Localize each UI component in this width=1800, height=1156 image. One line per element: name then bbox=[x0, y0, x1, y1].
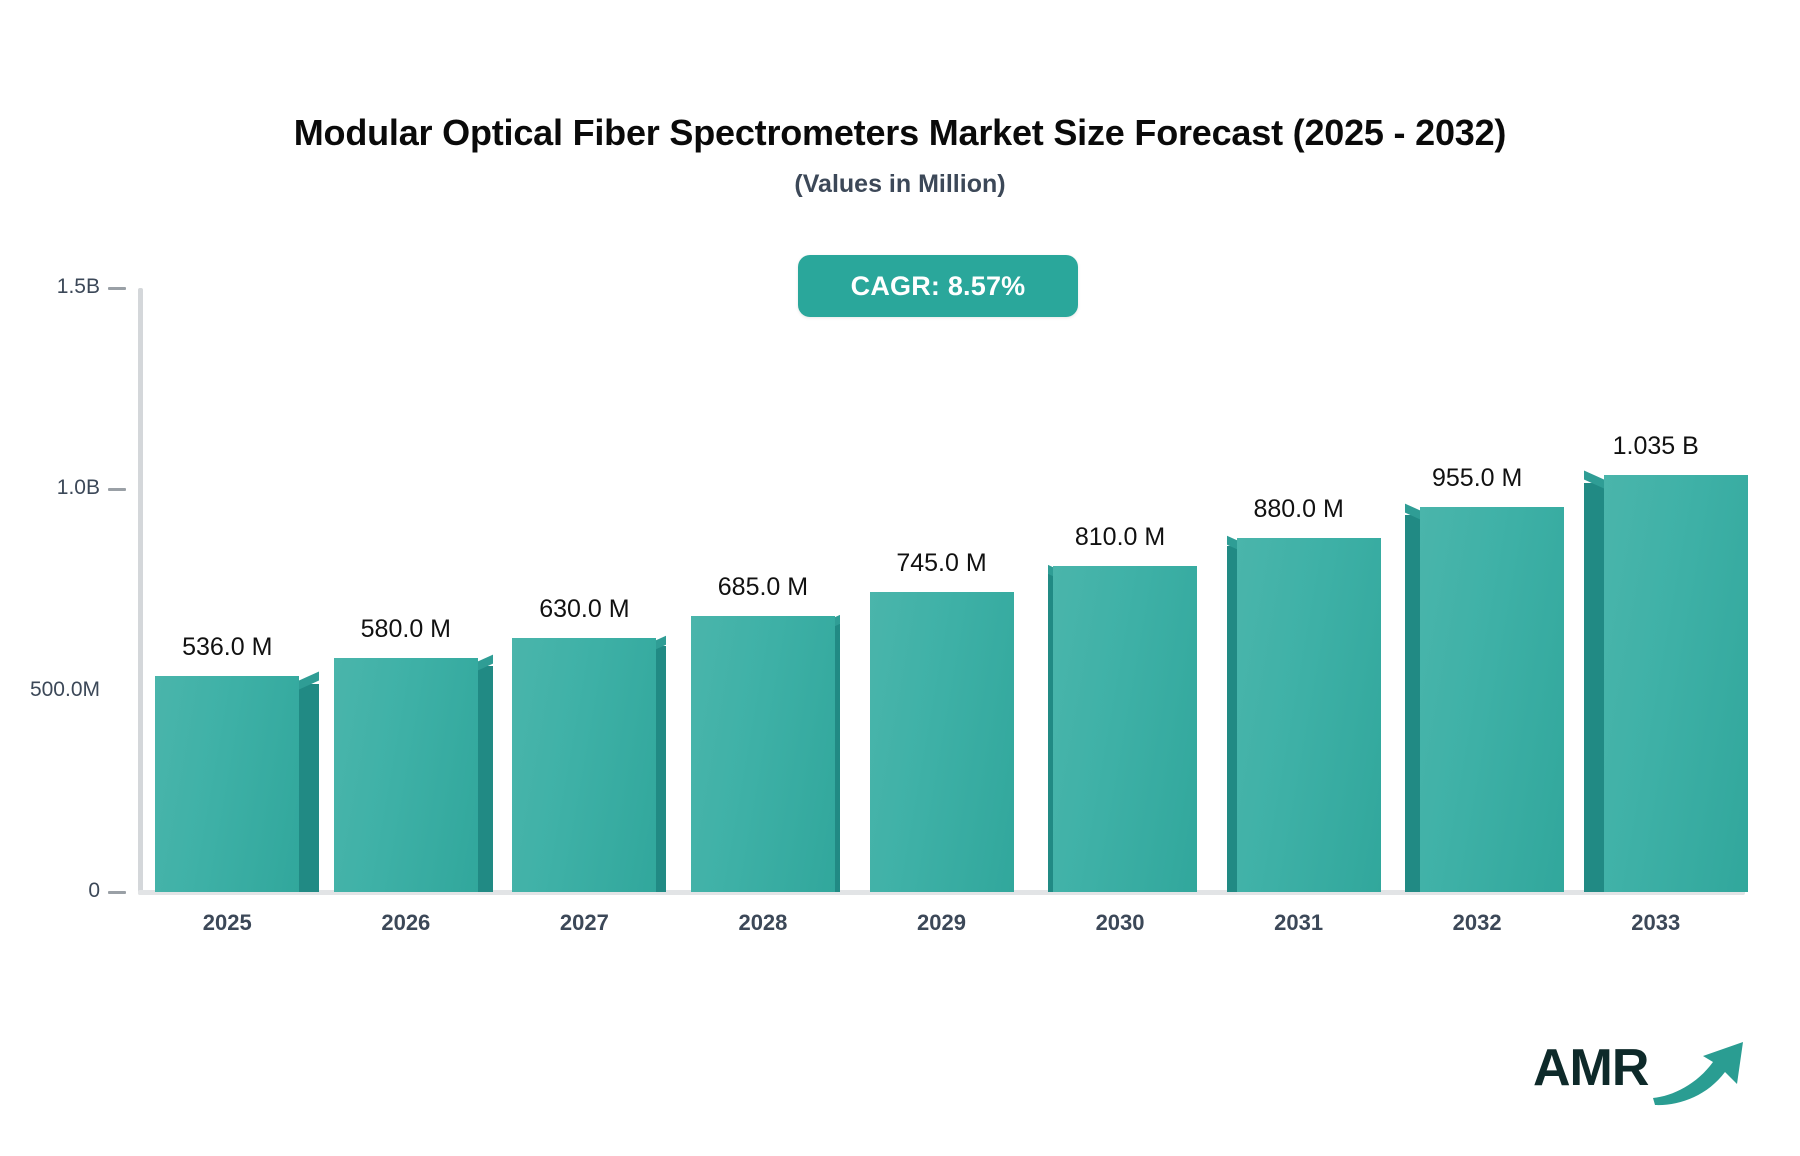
bar-side-face bbox=[1048, 573, 1054, 892]
page-subtitle: (Values in Million) bbox=[794, 170, 1006, 198]
y-axis-line bbox=[138, 288, 143, 895]
x-tick-label-2029: 2029 bbox=[917, 910, 966, 935]
y-tick-label: 0 bbox=[88, 879, 100, 902]
x-tick-label-2025: 2025 bbox=[202, 910, 252, 935]
bar-face bbox=[690, 616, 835, 892]
amr-logo: AMR bbox=[1533, 1030, 1748, 1114]
bars-layer: 536.0 M 580.0 M 630.0 M 685.0 M 745.0 M 810.0… bbox=[138, 288, 1748, 892]
y-tick-label: 500.0M bbox=[29, 677, 100, 701]
y-tick: 500.0M bbox=[0, 677, 100, 701]
y-tick-mark bbox=[108, 488, 126, 492]
bar-2033[interactable]: 1.035 B bbox=[1583, 288, 1748, 892]
bar-2030[interactable]: 810.0 M bbox=[1048, 288, 1198, 892]
x-tick-label-2031: 2031 bbox=[1274, 910, 1324, 935]
x-tick-label-2033: 2033 bbox=[1631, 910, 1681, 935]
bar-face bbox=[155, 676, 300, 892]
bar-2028[interactable]: 685.0 M bbox=[690, 288, 840, 892]
up-trend-arrow-icon bbox=[1653, 1042, 1743, 1106]
bar-2031[interactable]: 880.0 M bbox=[1226, 288, 1381, 892]
y-tick-label: 1.0B bbox=[56, 476, 100, 500]
bar-side-face bbox=[1405, 515, 1421, 892]
bar-side-face bbox=[477, 666, 493, 892]
y-tick-mark bbox=[108, 287, 126, 290]
bar-value-label: 580.0 M bbox=[360, 615, 451, 644]
page-title: Modular Optical Fiber Spectrometers Mark… bbox=[293, 112, 1507, 153]
bar-value-label: 536.0 M bbox=[182, 633, 273, 662]
bar-2027[interactable]: 630.0 M bbox=[512, 288, 667, 892]
bar-face bbox=[1603, 475, 1748, 892]
bar-face bbox=[333, 658, 478, 892]
bar-side-face bbox=[1583, 483, 1604, 892]
x-tick-label-2026: 2026 bbox=[381, 910, 431, 935]
x-tick-label-2027: 2027 bbox=[559, 910, 609, 935]
bar-face bbox=[1420, 507, 1565, 892]
bar-side-face bbox=[1226, 545, 1237, 892]
x-tick-label-2030: 2030 bbox=[1095, 910, 1145, 935]
bar-value-label: 745.0 M bbox=[896, 549, 987, 578]
y-tick: 1.5B bbox=[0, 275, 100, 298]
bar-face bbox=[1053, 565, 1198, 892]
bar-2029[interactable]: 745.0 M bbox=[869, 288, 1014, 892]
x-tick-label-2032: 2032 bbox=[1452, 910, 1502, 935]
bar-value-label: 685.0 M bbox=[717, 573, 809, 602]
bar-face bbox=[512, 638, 657, 892]
cagr-badge-label: CAGR: 8.57% bbox=[850, 270, 1026, 301]
x-tick-label-2028: 2028 bbox=[738, 910, 788, 935]
bar-face bbox=[1236, 537, 1381, 892]
bar-value-label: 955.0 M bbox=[1431, 464, 1523, 493]
bar-side-face bbox=[299, 684, 320, 892]
bar-side-face bbox=[656, 646, 667, 892]
bar-2026[interactable]: 580.0 M bbox=[333, 288, 493, 892]
y-tick: 0 bbox=[0, 879, 100, 902]
bar-side-face bbox=[834, 624, 840, 892]
bar-value-label: 630.0 M bbox=[539, 595, 630, 624]
y-tick-label: 1.5B bbox=[56, 275, 100, 298]
bar-face bbox=[869, 592, 1014, 892]
amr-logo-text: AMR bbox=[1533, 1039, 1649, 1097]
bar-value-label: 880.0 M bbox=[1253, 494, 1344, 523]
bar-value-label: 810.0 M bbox=[1074, 522, 1166, 551]
x-axis-line bbox=[138, 890, 1745, 895]
bar-2032[interactable]: 955.0 M bbox=[1405, 288, 1565, 892]
y-tick: 1.0B bbox=[0, 476, 100, 500]
bar-2025[interactable]: 536.0 M bbox=[155, 288, 320, 892]
bar-value-label: 1.035 B bbox=[1612, 432, 1699, 461]
cagr-badge: CAGR: 8.57% bbox=[798, 255, 1078, 317]
y-tick-mark bbox=[108, 891, 126, 894]
